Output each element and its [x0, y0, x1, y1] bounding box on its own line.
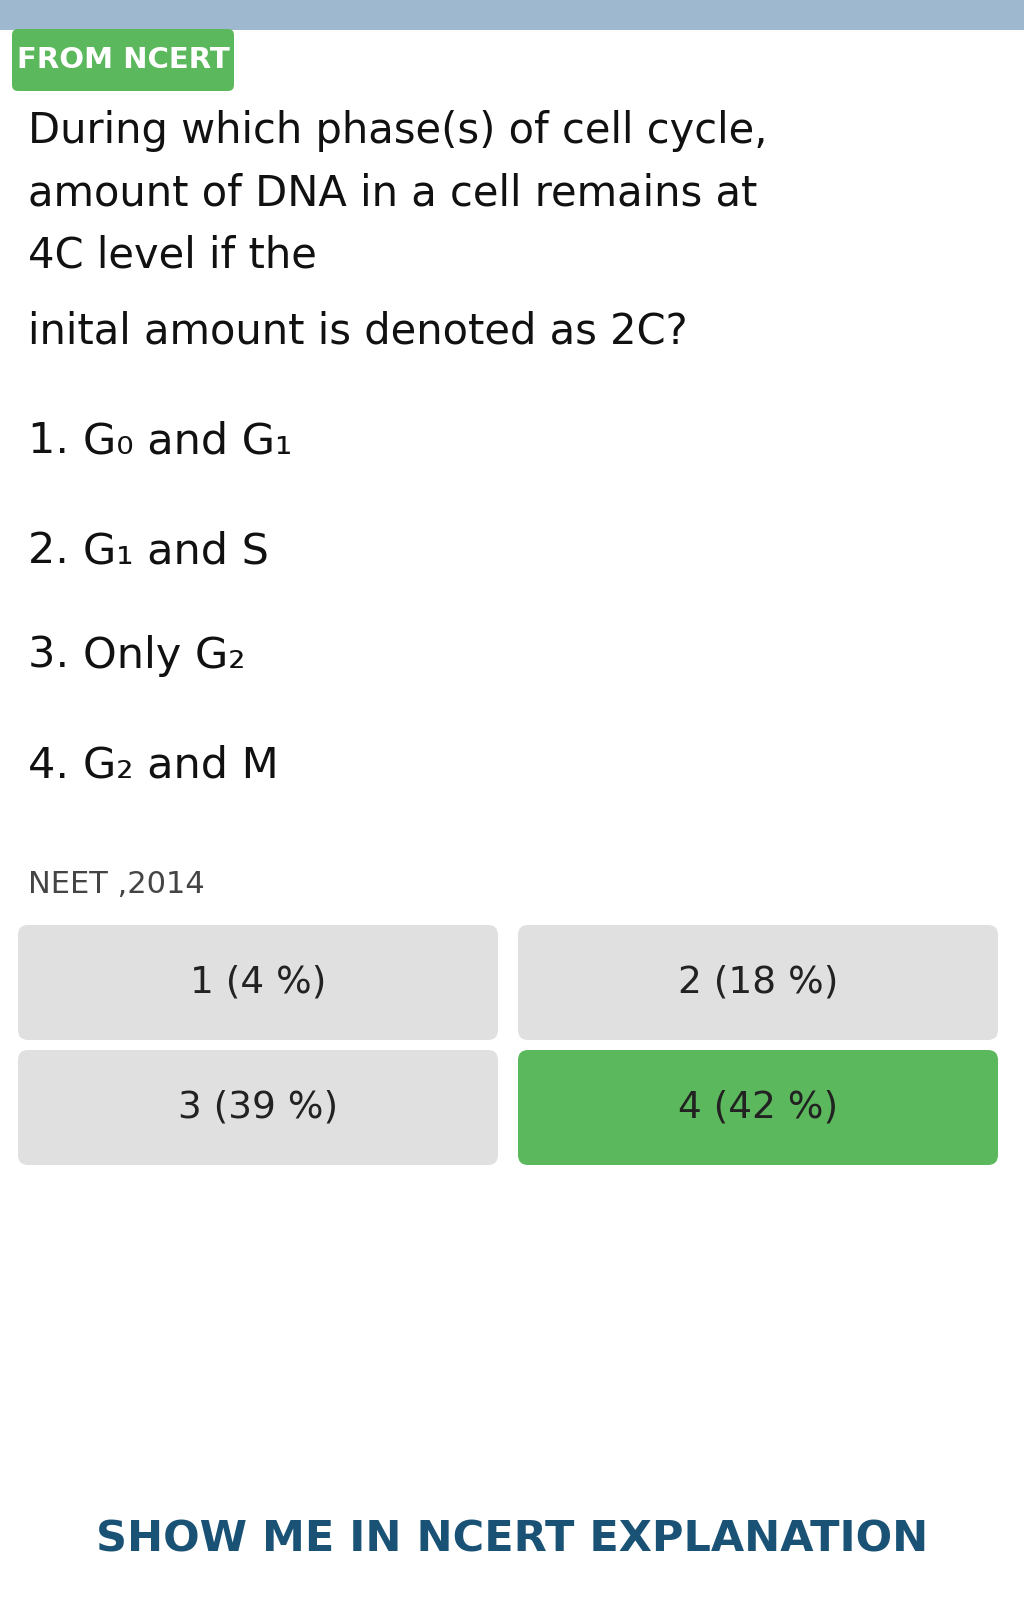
FancyBboxPatch shape [518, 924, 998, 1040]
Text: 4.: 4. [28, 745, 83, 786]
Text: amount of DNA in a cell remains at: amount of DNA in a cell remains at [28, 172, 758, 213]
Text: NEET ,2014: NEET ,2014 [28, 870, 205, 899]
Text: G₁ and S: G₁ and S [83, 530, 269, 571]
Text: 2.: 2. [28, 530, 83, 571]
Text: FROM NCERT: FROM NCERT [16, 47, 229, 74]
FancyBboxPatch shape [518, 1050, 998, 1165]
Text: inital amount is denoted as 2C?: inital amount is denoted as 2C? [28, 310, 688, 351]
FancyBboxPatch shape [18, 924, 498, 1040]
FancyBboxPatch shape [12, 29, 234, 91]
Text: G₀ and G₁: G₀ and G₁ [83, 421, 292, 462]
Text: During which phase(s) of cell cycle,: During which phase(s) of cell cycle, [28, 111, 768, 152]
Text: Only G₂: Only G₂ [83, 636, 246, 677]
Text: 1.: 1. [28, 421, 83, 462]
Text: G₂ and M: G₂ and M [83, 745, 279, 786]
Text: 2 (18 %): 2 (18 %) [678, 965, 839, 1000]
Text: 4C level if the: 4C level if the [28, 234, 316, 276]
FancyBboxPatch shape [0, 0, 1024, 30]
Text: SHOW ME IN NCERT EXPLANATION: SHOW ME IN NCERT EXPLANATION [96, 1518, 928, 1562]
Text: 4 (42 %): 4 (42 %) [678, 1090, 838, 1125]
Text: 3 (39 %): 3 (39 %) [178, 1090, 338, 1125]
FancyBboxPatch shape [18, 1050, 498, 1165]
Text: 1 (4 %): 1 (4 %) [189, 965, 327, 1000]
Text: 3.: 3. [28, 636, 83, 677]
